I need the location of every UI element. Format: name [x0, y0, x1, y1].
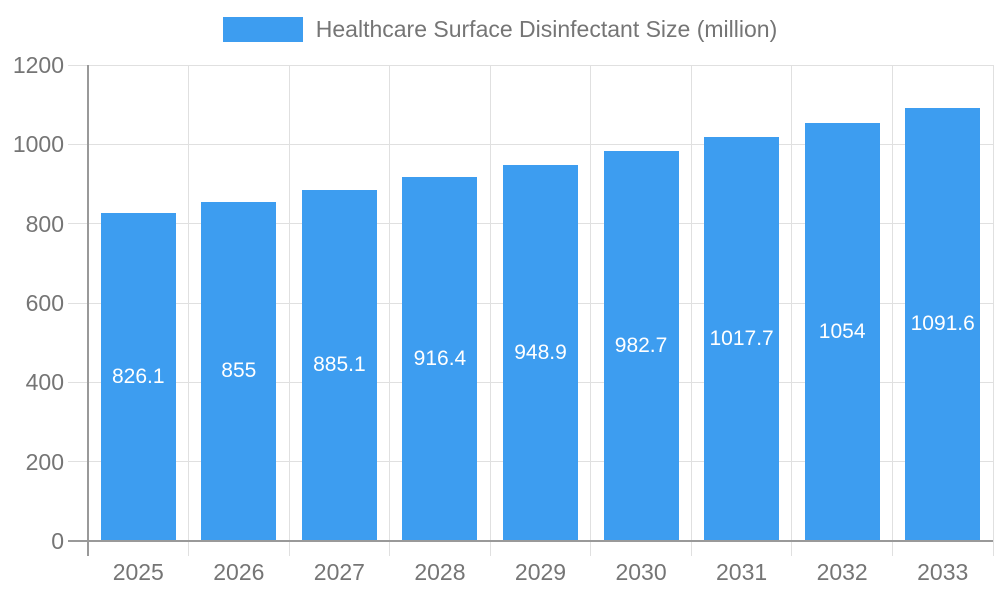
x-gridline: [791, 65, 793, 556]
x-axis-tick-label: 2027: [313, 559, 365, 585]
legend-swatch-icon[interactable]: [222, 17, 303, 42]
x-axis-tick-label: 2033: [917, 559, 969, 585]
x-axis-tick-label: 2031: [716, 559, 768, 585]
y-axis-tick-label: 1200: [12, 52, 64, 78]
bar: 1091.6: [905, 107, 981, 541]
bar-value-label: 948.9: [514, 340, 567, 364]
bar: 1017.7: [704, 137, 780, 541]
x-gridline: [891, 65, 893, 556]
bar: 1054: [804, 122, 880, 541]
bar-value-label: 916.4: [413, 347, 467, 371]
y-axis-tick-label: 400: [25, 369, 64, 396]
x-axis-tick-label: 2025: [112, 559, 164, 585]
bar-value-label: 1054: [818, 319, 866, 343]
x-axis-tick-label: 2032: [816, 559, 868, 585]
bar-value-label: 855: [221, 359, 257, 383]
bar: 916.4: [402, 177, 478, 541]
bar-value-label: 1091.6: [910, 312, 975, 336]
x-axis-tick-label: 2030: [615, 559, 667, 585]
y-axis-tick-label: 1000: [12, 131, 64, 158]
y-axis-tick-label: 800: [25, 210, 64, 237]
legend: Healthcare Surface Disinfectant Size (mi…: [0, 16, 1000, 43]
bar-value-label: 1017.7: [709, 327, 774, 351]
x-gridline: [489, 65, 491, 556]
x-gridline: [992, 65, 994, 556]
bar: 982.7: [603, 151, 679, 541]
x-gridline: [590, 65, 592, 556]
y-axis-tick-label: 600: [25, 290, 64, 316]
x-axis-tick-label: 2028: [414, 559, 466, 585]
x-axis-tick-label: 2029: [514, 559, 567, 585]
legend-label[interactable]: Healthcare Surface Disinfectant Size (mi…: [315, 16, 778, 42]
x-gridline: [389, 65, 391, 556]
bar: 948.9: [503, 164, 578, 541]
bar-value-label: 885.1: [313, 353, 366, 377]
x-axis-line: [68, 540, 993, 542]
bar-value-label: 826.1: [111, 365, 165, 389]
y-gridline: [68, 64, 993, 66]
bar-value-label: 982.7: [614, 334, 668, 358]
bar: 855: [201, 201, 277, 541]
x-axis-tick-label: 2026: [213, 559, 265, 585]
bar: 826.1: [100, 213, 176, 541]
y-axis-tick-label: 200: [25, 448, 64, 475]
y-axis-tick-label: 0: [51, 528, 64, 554]
x-gridline: [288, 65, 290, 556]
y-axis-line: [87, 65, 89, 556]
bar: 885.1: [301, 189, 377, 541]
x-gridline: [188, 65, 190, 556]
y-gridline: [68, 143, 993, 145]
x-gridline: [690, 65, 692, 556]
